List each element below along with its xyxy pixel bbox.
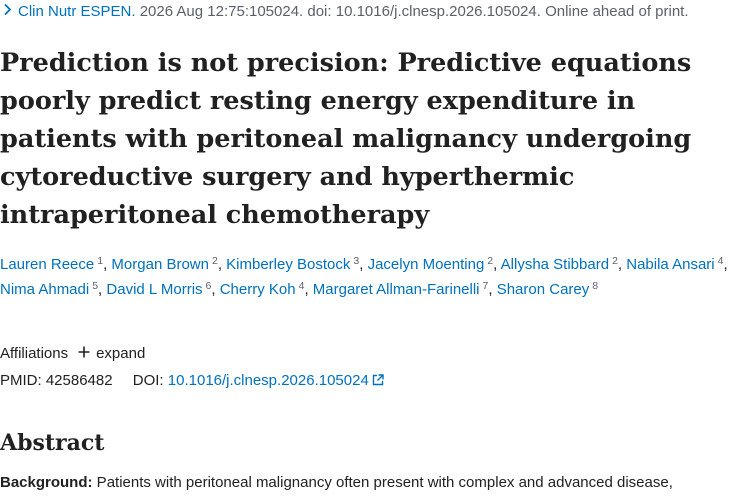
journal-link[interactable]: Clin Nutr ESPEN.	[18, 3, 136, 20]
identifiers-row: PMID: 42586482 DOI: 10.1016/j.clnesp.202…	[0, 371, 384, 392]
author-item: Margaret Allman-Farinelli 7,	[312, 280, 493, 298]
author-affiliation-ref[interactable]: 5	[92, 280, 99, 292]
author-affiliation-ref[interactable]: 7	[482, 280, 489, 292]
affiliations-label: Affiliations	[0, 345, 69, 362]
author-item: Allysha Stibbard 2,	[500, 255, 623, 273]
author-item: Nima Ahmadi 5,	[0, 280, 103, 298]
author-item: Lauren Reece 1,	[0, 255, 108, 273]
plus-icon	[78, 343, 90, 363]
author-link[interactable]: David L Morris	[106, 281, 203, 298]
doi-label: DOI:	[132, 372, 164, 389]
citation-details: 2026 Aug 12:75:105024. doi: 10.1016/j.cl…	[135, 3, 689, 20]
author-link[interactable]: Jacelyn Moenting	[367, 256, 485, 273]
background-label: Background:	[0, 474, 93, 491]
author-affiliation-ref[interactable]: 3	[353, 255, 360, 267]
author-item: Jacelyn Moenting 2,	[367, 255, 498, 273]
article-title: Prediction is not precision: Predictive …	[0, 48, 692, 230]
author-item: Sharon Carey 8	[497, 281, 598, 298]
author-affiliation-ref[interactable]: 2	[487, 255, 494, 267]
affiliations-toggle[interactable]: Affiliations expand	[0, 343, 145, 364]
author-affiliation-ref[interactable]: 2	[612, 255, 618, 267]
citation-line: Clin Nutr ESPEN. 2026 Aug 12:75:105024. …	[0, 2, 750, 22]
author-link[interactable]: Margaret Allman-Farinelli	[312, 281, 480, 298]
author-list: Lauren Reece 1, Morgan Brown 2, Kimberley …	[0, 252, 745, 302]
abstract-heading: Abstract	[0, 430, 105, 456]
author-affiliation-ref[interactable]: 4	[717, 255, 724, 267]
author-link[interactable]: Sharon Carey	[496, 281, 590, 298]
pmid-value: 42586482	[45, 372, 113, 389]
author-link[interactable]: Allysha Stibbard	[500, 256, 610, 273]
author-link[interactable]: Morgan Brown	[111, 256, 209, 273]
doi-value[interactable]: 10.1016/j.clnesp.2026.105024	[167, 372, 369, 389]
background-text: Patients with peritoneal malignancy ofte…	[92, 474, 673, 491]
author-link[interactable]: Lauren Reece	[0, 256, 95, 273]
author-item: Morgan Brown 2,	[111, 255, 222, 273]
author-item: Kimberley Bostock 3,	[226, 255, 364, 273]
author-affiliation-ref[interactable]: 6	[205, 280, 212, 292]
doi-link[interactable]: 10.1016/j.clnesp.2026.105024	[168, 372, 384, 389]
chevron-right-icon[interactable]	[0, 2, 14, 22]
author-item: Cherry Koh 4,	[219, 280, 309, 298]
author-link[interactable]: Nima Ahmadi	[0, 281, 90, 298]
author-link[interactable]: Cherry Koh	[219, 281, 296, 298]
pmid-label: PMID:	[0, 372, 42, 389]
author-affiliation-ref[interactable]: 1	[97, 255, 104, 267]
author-affiliation-ref[interactable]: 2	[211, 255, 218, 267]
author-item: Nabila Ansari 4,	[626, 255, 728, 273]
expand-label[interactable]: expand	[96, 345, 146, 362]
external-link-icon[interactable]	[372, 372, 384, 392]
author-link[interactable]: Nabila Ansari	[626, 256, 715, 273]
author-affiliation-ref[interactable]: 8	[592, 280, 599, 292]
author-affiliation-ref[interactable]: 4	[298, 280, 305, 292]
author-link[interactable]: Kimberley Bostock	[226, 256, 351, 273]
abstract-background: Background: Patients with peritoneal mal…	[0, 472, 750, 494]
author-item: David L Morris 6,	[106, 280, 216, 298]
